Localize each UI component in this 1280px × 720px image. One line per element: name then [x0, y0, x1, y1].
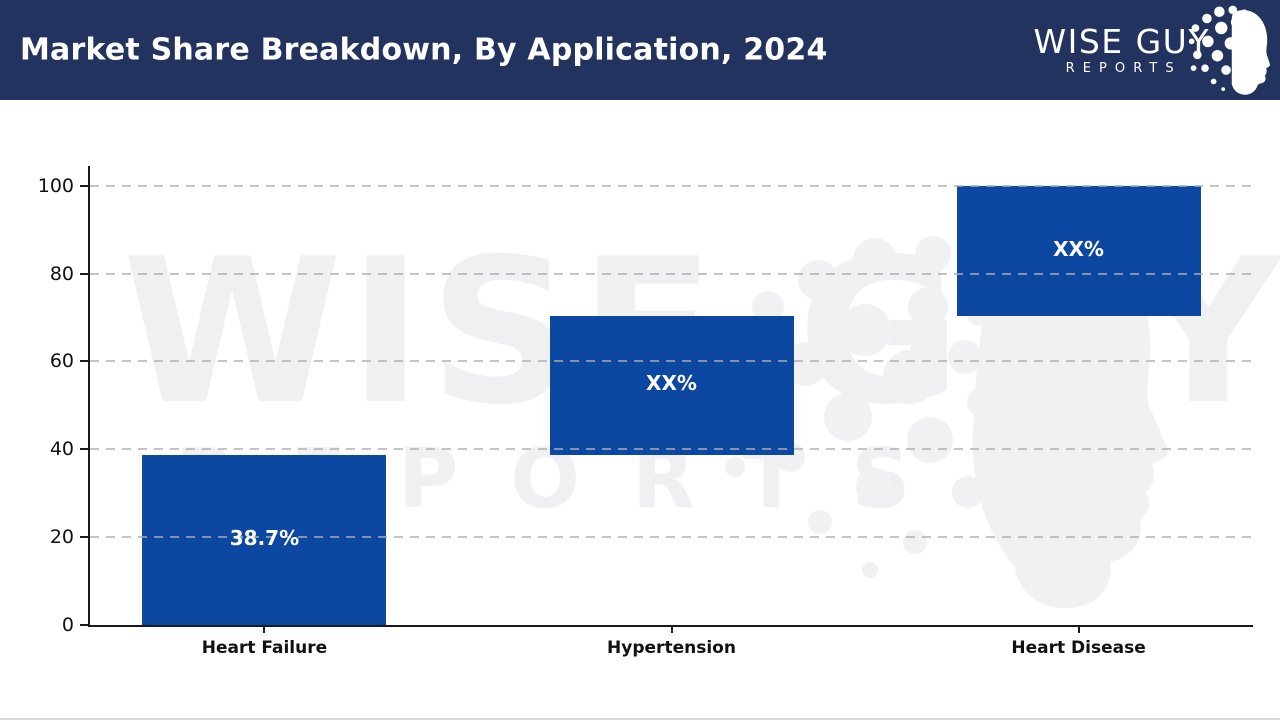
logo-wiseguy-text: WISE GUY [1033, 22, 1210, 61]
x-tick-hypertension [670, 627, 673, 633]
x-tick-heart-failure [263, 627, 266, 633]
chart-title: Market Share Breakdown, By Application, … [20, 32, 828, 68]
y-tick-20 [80, 536, 88, 539]
y-tick-60 [80, 360, 88, 363]
y-tick-label-80: 80 [49, 262, 74, 285]
logo-reports-text: REPORTS [1065, 61, 1182, 76]
y-tick-0 [80, 624, 88, 626]
y-tick-label-60: 60 [49, 350, 74, 373]
x-label-heart-failure: Heart Failure [201, 638, 328, 658]
bar-label-heart-failure: 38.7% [229, 526, 300, 550]
bar-label-hypertension: XX% [646, 371, 697, 396]
y-tick-label-20: 20 [49, 526, 74, 549]
gridline-80 [90, 272, 1253, 275]
wiseguy-logo: WISE GUY REPORTS [1033, 4, 1270, 96]
bar-heart-disease [956, 185, 1201, 316]
gridline-20 [90, 536, 1253, 539]
logo-face-icon [1188, 5, 1270, 95]
header-band: Market Share Breakdown, By Application, … [0, 0, 1280, 100]
y-tick-label-40: 40 [49, 438, 74, 461]
x-label-hypertension: Hypertension [607, 638, 736, 658]
bar-heart-failure [142, 455, 387, 625]
y-axis-line [88, 166, 90, 627]
bottom-border [0, 718, 1280, 720]
gridline-60 [90, 360, 1253, 363]
y-tick-100 [80, 184, 88, 187]
chart-area: WISE GUY REPORTS 02040608010038.7%XX%XX%… [0, 100, 1280, 718]
y-tick-label-0: 0 [61, 614, 74, 636]
y-tick-40 [80, 448, 88, 451]
x-label-heart-disease: Heart Disease [1011, 638, 1146, 658]
gridline-40 [90, 448, 1253, 451]
x-tick-heart-disease [1077, 627, 1080, 633]
bar-hypertension [549, 315, 794, 455]
logo-text: WISE GUY REPORTS [1033, 25, 1210, 75]
x-axis-line [88, 625, 1253, 627]
gridline-100 [90, 184, 1253, 187]
plot-region: 0 20 40 60 80 100 38.7% XX% XX% Heart Failure Hype… [0, 100, 1280, 718]
watermark-face-icon [718, 236, 1168, 609]
y-tick-80 [80, 272, 88, 275]
y-tick-label-100: 100 [37, 174, 74, 197]
bar-label-heart-disease: XX% [1053, 236, 1104, 261]
